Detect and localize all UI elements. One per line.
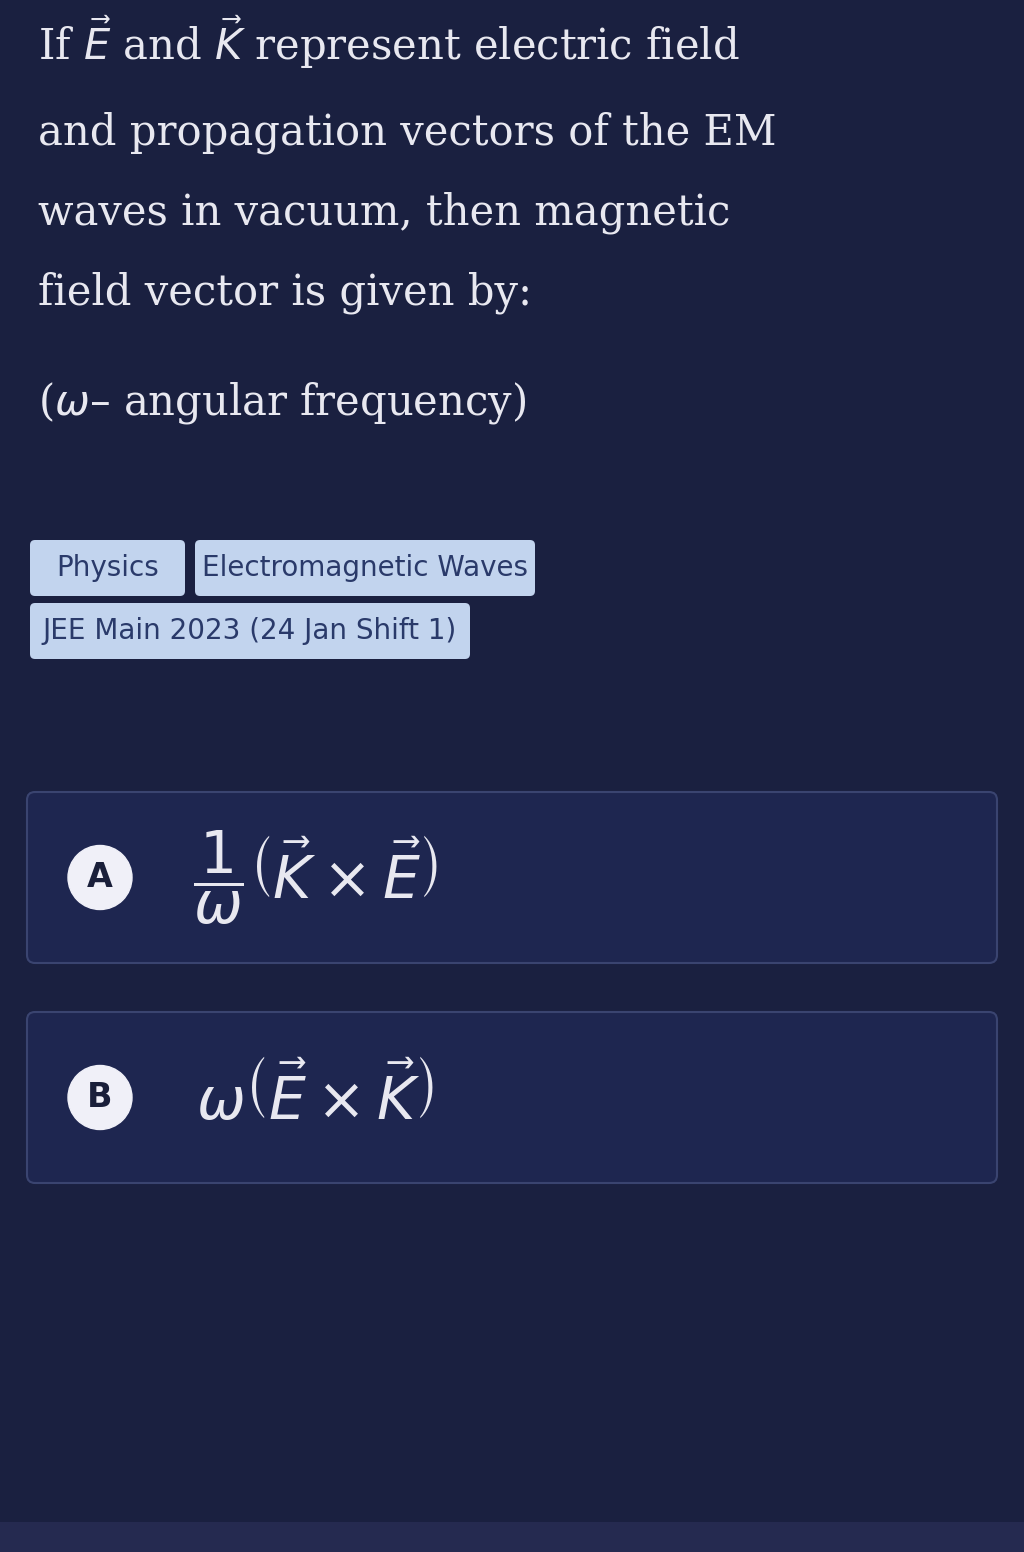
Text: waves in vacuum, then magnetic: waves in vacuum, then magnetic [38, 192, 730, 234]
Circle shape [68, 846, 132, 909]
Text: $\omega\left(\vec{E}\times\vec{K}\right)$: $\omega\left(\vec{E}\times\vec{K}\right)… [197, 1063, 434, 1131]
FancyBboxPatch shape [30, 604, 470, 660]
Text: If $\vec{E}$ and $\vec{K}$ represent electric field: If $\vec{E}$ and $\vec{K}$ represent ele… [38, 14, 739, 71]
Text: A: A [87, 861, 113, 894]
Text: and propagation vectors of the EM: and propagation vectors of the EM [38, 112, 776, 155]
Text: Electromagnetic Waves: Electromagnetic Waves [202, 554, 528, 582]
Text: B: B [87, 1082, 113, 1114]
FancyBboxPatch shape [30, 540, 185, 596]
FancyBboxPatch shape [195, 540, 535, 596]
Text: field vector is given by:: field vector is given by: [38, 272, 532, 315]
Text: ($\omega$– angular frequency): ($\omega$– angular frequency) [38, 380, 526, 427]
Text: Physics: Physics [56, 554, 159, 582]
Bar [0, 1523, 1024, 1552]
FancyBboxPatch shape [27, 1012, 997, 1183]
FancyBboxPatch shape [27, 792, 997, 962]
Circle shape [68, 1066, 132, 1130]
Text: $\dfrac{1}{\omega}\left(\vec{K}\times\vec{E}\right)$: $\dfrac{1}{\omega}\left(\vec{K}\times\ve… [193, 829, 437, 927]
Text: JEE Main 2023 (24 Jan Shift 1): JEE Main 2023 (24 Jan Shift 1) [43, 618, 457, 646]
